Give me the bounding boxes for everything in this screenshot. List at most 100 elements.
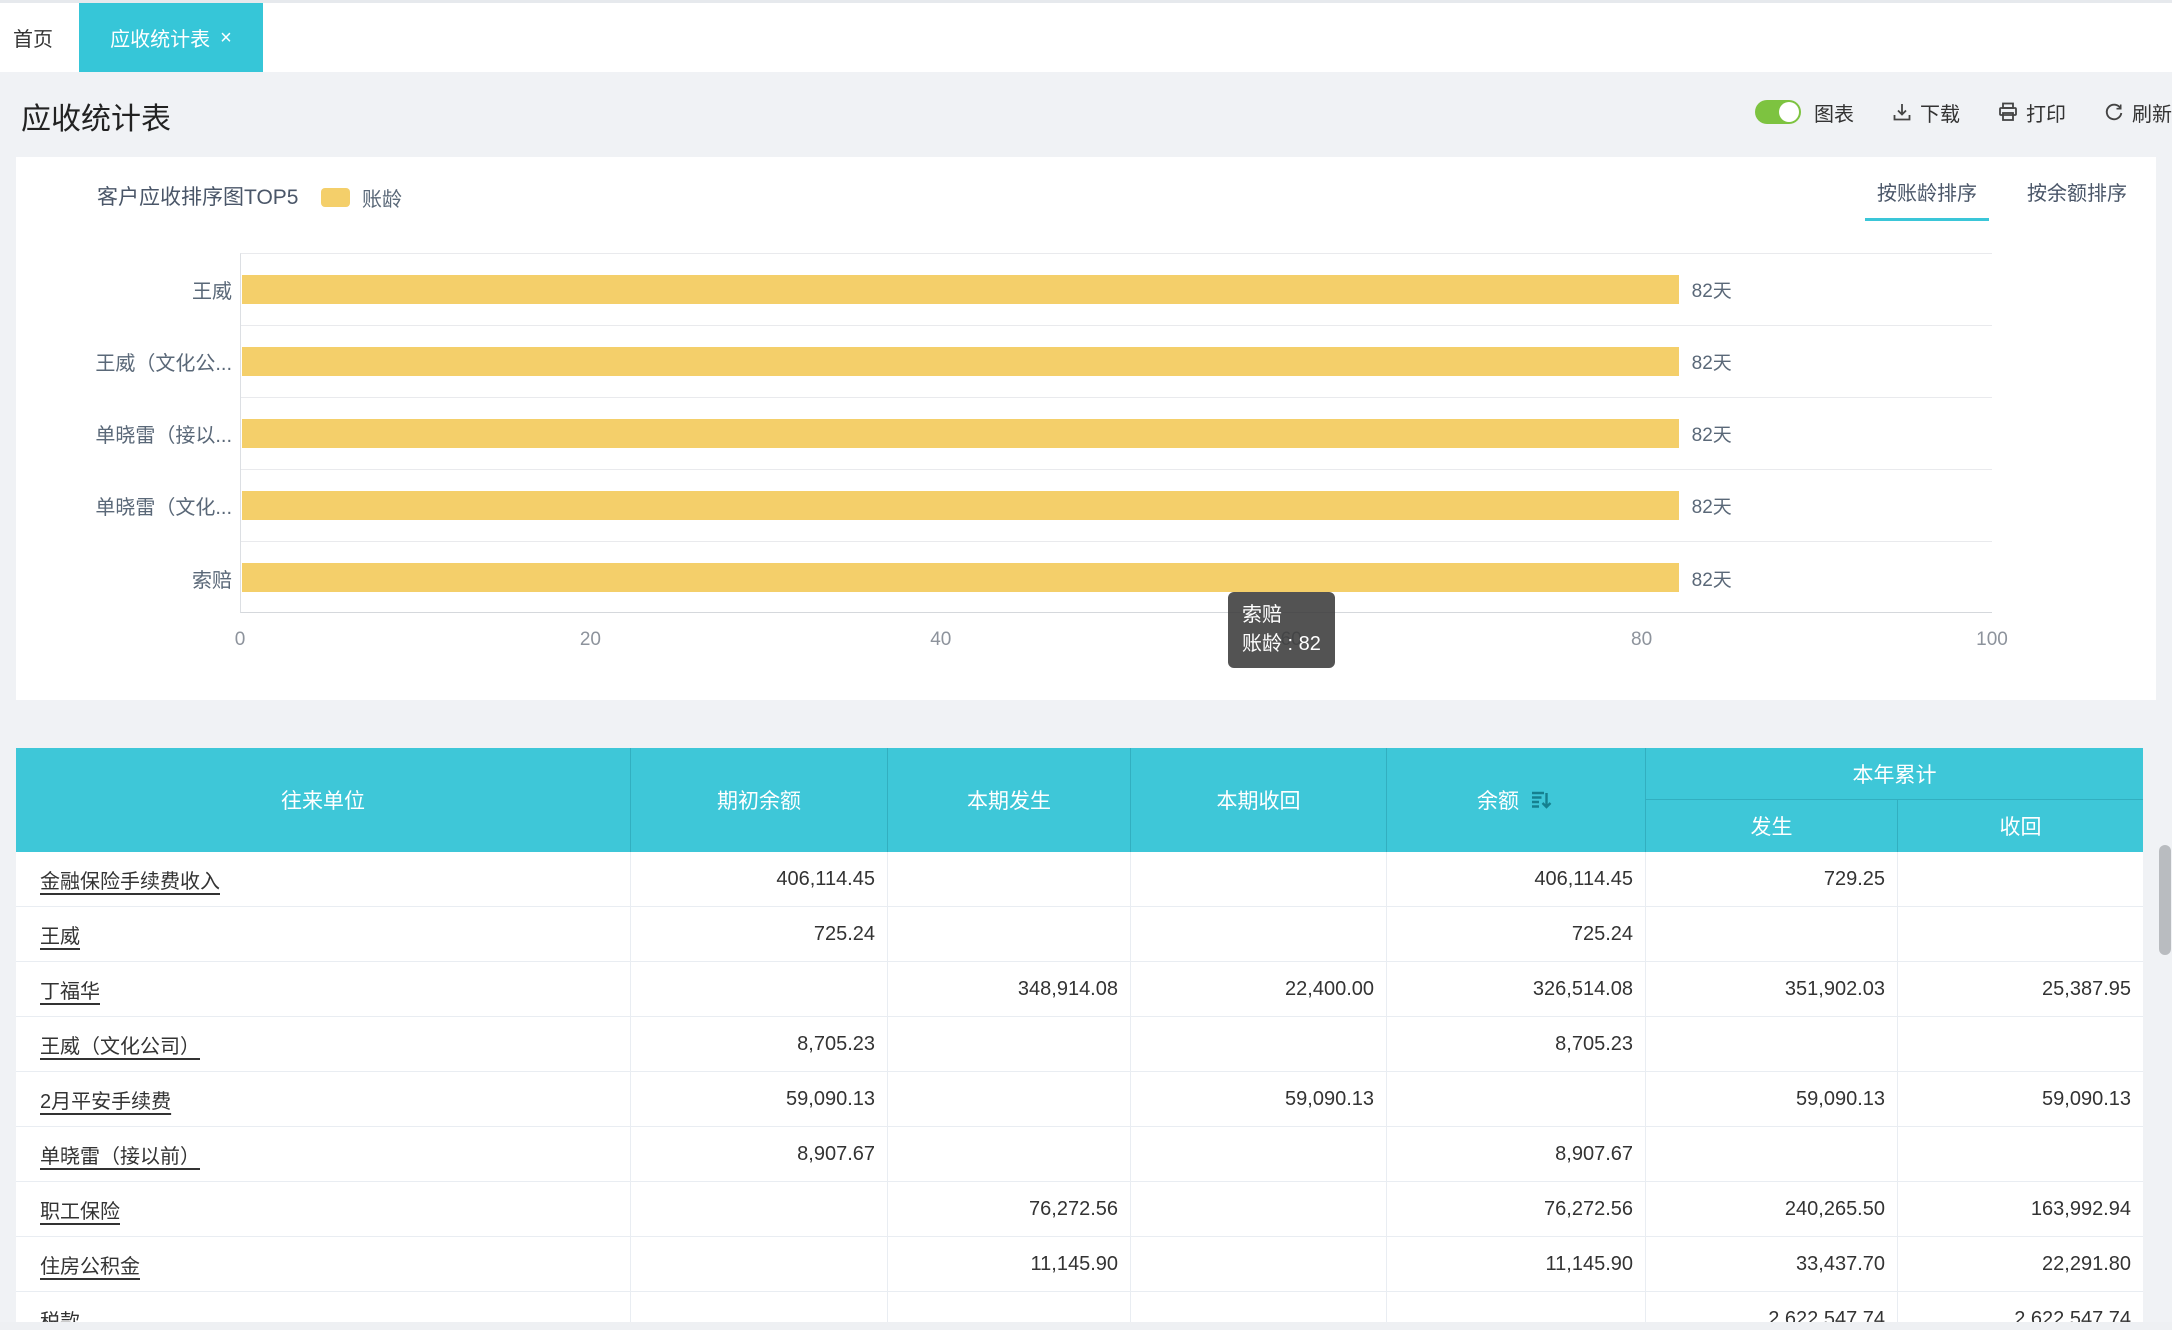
aging-bar[interactable] (242, 491, 1679, 520)
refresh-button[interactable]: 刷新 (2104, 98, 2172, 127)
chart-legend[interactable]: 账龄 (321, 183, 402, 212)
aging-bar[interactable] (242, 419, 1679, 448)
legend-label-aging: 账龄 (362, 189, 402, 211)
chart-toggle[interactable] (1755, 100, 1801, 124)
recover-cell (1131, 907, 1387, 961)
bar-value-label: 82天 (1691, 497, 1732, 518)
opening-cell: 406,114.45 (631, 852, 888, 906)
col-header-ytd-recovered[interactable]: 收回 (1999, 816, 2042, 839)
bottom-scroll-strip (0, 1322, 2172, 1330)
aging-bar[interactable] (242, 347, 1679, 376)
download-label: 下载 (1920, 103, 1960, 126)
opening-cell (631, 962, 888, 1016)
print-label: 打印 (2026, 103, 2066, 126)
party-cell: 王威 (16, 907, 631, 961)
party-cell: 丁福华 (16, 962, 631, 1016)
ytd_recover-cell: 59,090.13 (2042, 1087, 2131, 1110)
chart-tooltip: 索赔 账龄 : 82 (1228, 592, 1335, 668)
ytd_recover-cell: 22,291.80 (2042, 1252, 2131, 1275)
occur-cell (888, 852, 1131, 906)
table-row: 金融保险手续费收入 406,114.45 406,114.45 729.25 (16, 852, 2143, 907)
legend-swatch-aging (321, 188, 350, 207)
category-label: 王威 (192, 281, 232, 303)
opening-cell (631, 1292, 888, 1330)
col-header-ytd: 本年累计 (1646, 748, 2143, 800)
recover-cell (1131, 1237, 1387, 1291)
ytd_recover-cell (1898, 1017, 2143, 1071)
table-row: 住房公积金 11,145.90 11,145.90 33,437.70 22,291.8… (16, 1237, 2143, 1292)
chart-plot: 王威 82天 王威（文化公... 82天 单晓雷（接以... 82天 单晓雷（文化... 82… (95, 253, 1992, 613)
download-button[interactable]: 下载 (1892, 98, 1960, 127)
chart-band: 单晓雷（接以... 82天 (95, 398, 1992, 470)
ytd_occur-cell: 729.25 (1646, 852, 1898, 906)
col-header-current-occurred[interactable]: 本期发生 (888, 748, 1131, 852)
tab-home[interactable]: 首页 (0, 3, 66, 72)
tab-receivable-stats[interactable]: 应收统计表 × (79, 3, 263, 72)
ytd_occur-cell: 240,265.50 (1646, 1182, 1898, 1236)
tab-receivable-stats-label: 应收统计表 (110, 29, 211, 51)
recover-cell (1131, 1017, 1387, 1071)
sort-by-balance-tab[interactable]: 按余额排序 (2027, 183, 2127, 205)
tab-close-icon[interactable]: × (220, 26, 232, 49)
col-header-balance[interactable]: 余额 (1387, 748, 1646, 852)
table-row: 王威 725.24 725.24 (16, 907, 2143, 962)
party-link[interactable]: 职工保险 (40, 1200, 120, 1223)
party-cell: 单晓雷（接以前） (16, 1127, 631, 1181)
bar-value-label: 82天 (1691, 425, 1732, 446)
bar-value-label: 82天 (1691, 281, 1732, 302)
party-link[interactable]: 丁福华 (40, 980, 100, 1003)
category-label: 单晓雷（文化... (95, 497, 232, 519)
aging-bar[interactable] (242, 275, 1679, 304)
ytd_recover-cell (1898, 1127, 2143, 1181)
col-header-party[interactable]: 往来单位 (16, 748, 631, 852)
print-button[interactable]: 打印 (1998, 98, 2066, 127)
chart-title: 客户应收排序图TOP5 (97, 186, 299, 209)
balance-sort-descending-icon[interactable] (1529, 787, 1555, 813)
x-tick-label: 100 (1976, 629, 2008, 650)
refresh-label: 刷新 (2132, 103, 2172, 126)
party-link[interactable]: 2月平安手续费 (40, 1090, 172, 1113)
refresh-icon (2104, 102, 2124, 122)
chart-band: 单晓雷（文化... 82天 (95, 470, 1992, 542)
recover-cell: 22,400.00 (1131, 962, 1387, 1016)
party-cell: 王威（文化公司） (16, 1017, 631, 1071)
recover-cell (1131, 1127, 1387, 1181)
opening-cell: 59,090.13 (631, 1072, 888, 1126)
party-link[interactable]: 金融保险手续费收入 (40, 870, 220, 893)
tab-home-label: 首页 (13, 29, 53, 51)
chart-sort-tabs: 按账龄排序 按余额排序 (1865, 169, 2139, 221)
ytd_occur-cell (1646, 1017, 1898, 1071)
bar-value-label: 82天 (1691, 353, 1732, 374)
category-label: 索赔 (192, 569, 232, 592)
opening-cell: 8,907.67 (631, 1127, 888, 1181)
receivables-table: 往来单位 期初余额 本期发生 本期收回 余额 本年累计 发生 收回 金融保险手续… (16, 748, 2143, 1330)
party-link[interactable]: 住房公积金 (40, 1255, 140, 1278)
balance-cell (1387, 1072, 1646, 1126)
occur-cell: 76,272.56 (888, 1182, 1131, 1236)
ytd_recover-cell: 25,387.95 (2042, 977, 2131, 1000)
vertical-scrollbar-thumb[interactable] (2159, 845, 2171, 955)
party-link[interactable]: 单晓雷（接以前） (40, 1145, 200, 1168)
col-header-opening-balance[interactable]: 期初余额 (631, 748, 888, 852)
category-label: 王威（文化公... (95, 353, 232, 375)
tooltip-value: 账龄 : 82 (1242, 633, 1321, 655)
chart-card: 客户应收排序图TOP5 账龄 按账龄排序 按余额排序 王威 82天 王威（文化公..… (16, 157, 2156, 700)
chart-band: 王威 82天 (192, 254, 1992, 326)
party-link[interactable]: 王威（文化公司） (40, 1035, 200, 1058)
party-cell: 住房公积金 (16, 1237, 631, 1291)
occur-cell: 348,914.08 (888, 962, 1131, 1016)
tab-bar: 首页 应收统计表 × (0, 3, 2172, 72)
sort-by-aging-tab[interactable]: 按账龄排序 (1865, 169, 1989, 221)
opening-cell: 8,705.23 (631, 1017, 888, 1071)
tooltip-title: 索赔 (1242, 604, 1282, 626)
table-row: 丁福华 348,914.08 22,400.00 326,514.08 351,902.… (16, 962, 2143, 1017)
balance-cell: 326,514.08 (1387, 962, 1646, 1016)
chart-x-axis: 020406080100 (235, 629, 2008, 653)
ytd_recover-cell (1898, 852, 2143, 906)
occur-cell (888, 1072, 1131, 1126)
party-link[interactable]: 王威 (40, 925, 80, 948)
col-header-current-recovered[interactable]: 本期收回 (1131, 748, 1387, 852)
col-header-ytd-occurred[interactable]: 发生 (1646, 800, 1898, 852)
aging-bar[interactable] (242, 563, 1679, 592)
party-cell: 2月平安手续费 (16, 1072, 631, 1126)
